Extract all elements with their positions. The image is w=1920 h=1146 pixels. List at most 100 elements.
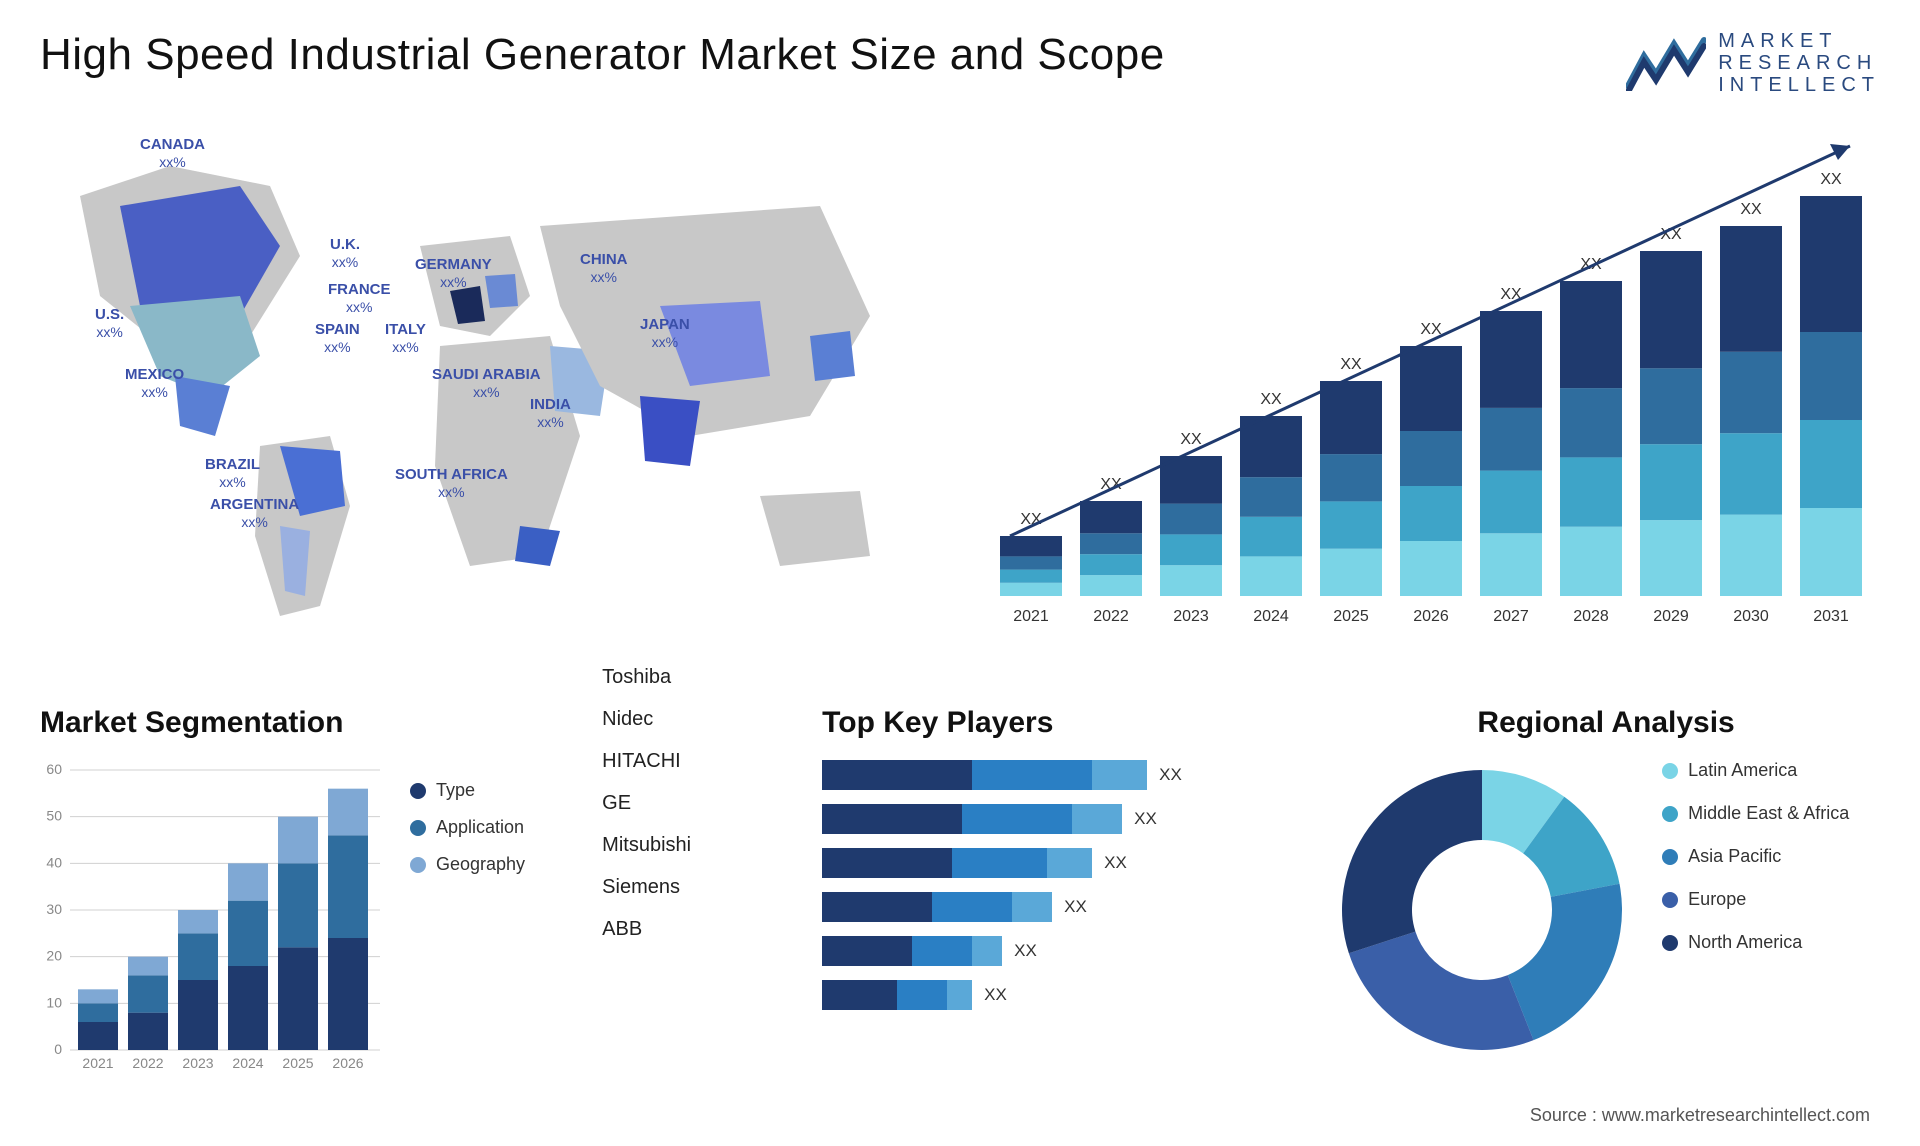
map-label-italy: ITALYxx% [385,321,426,356]
map-label-argentina: ARGENTINAxx% [210,496,299,531]
seg-ytick: 30 [46,901,62,917]
source-attribution: Source : www.marketresearchintellect.com [1530,1105,1870,1126]
player-bar-row: XX [822,936,1282,966]
seg-bar-seg [328,938,368,1050]
player-bar-seg [932,892,1012,922]
seg-bar-seg [328,789,368,836]
regional-legend-item: Middle East & Africa [1662,803,1849,824]
legend-dot-icon [1662,935,1678,951]
map-label-france: FRANCExx% [328,281,391,316]
player-bar-seg [897,980,947,1010]
map-label-u-k-: U.K.xx% [330,236,360,271]
growth-bar-seg [1400,431,1462,486]
donut-slice [1342,770,1482,953]
map-label-spain: SPAINxx% [315,321,360,356]
growth-year-label: 2024 [1253,608,1289,625]
legend-dot-icon [1662,763,1678,779]
growth-bar-seg [1400,346,1462,431]
player-bar-seg [947,980,972,1010]
map-label-japan: JAPANxx% [640,316,690,351]
growth-bar-seg [1560,457,1622,526]
growth-bar-seg [1560,388,1622,457]
legend-dot-icon [410,820,426,836]
map-label-china: CHINAxx% [580,251,628,286]
growth-year-label: 2025 [1333,608,1369,625]
player-bar-label: XX [1159,765,1182,785]
growth-bar-seg [1240,477,1302,517]
growth-year-label: 2021 [1013,608,1049,625]
seg-bar-seg [178,980,218,1050]
seg-legend-item: Type [410,780,525,801]
top-players-title: Top Key Players [822,706,1282,740]
growth-bar-seg [1800,420,1862,508]
growth-bar-seg [1720,515,1782,596]
growth-bar-label: XX [1740,201,1762,218]
seg-bar-seg [278,947,318,1050]
player-bar-seg [822,760,972,790]
growth-bar-seg [1080,533,1142,554]
seg-year-label: 2023 [182,1055,213,1071]
player-bar-label: XX [984,985,1007,1005]
growth-bar-seg [1640,251,1702,368]
player-name: Siemens [602,866,772,908]
player-bar-seg [822,804,962,834]
player-bar-seg [972,936,1002,966]
logo-line3: INTELLECT [1718,74,1880,96]
growth-bar-seg [1240,517,1302,557]
seg-bar-seg [78,989,118,1003]
growth-bar-seg [1720,433,1782,514]
player-bar-seg [1092,760,1147,790]
growth-bar-seg [1480,533,1542,596]
segmentation-legend: TypeApplicationGeography [410,760,525,1080]
growth-bar-label: XX [1180,431,1202,448]
growth-bar-seg [1640,520,1702,596]
growth-year-label: 2028 [1573,608,1609,625]
player-bar-seg [1072,804,1122,834]
player-bar-seg [962,804,1072,834]
growth-bar-seg [1640,444,1702,520]
player-bar-seg [972,760,1092,790]
map-label-india: INDIAxx% [530,396,571,431]
player-bar-seg [822,892,932,922]
legend-dot-icon [410,857,426,873]
growth-bar-seg [1720,352,1782,433]
legend-dot-icon [1662,806,1678,822]
player-bar-row: XX [822,804,1282,834]
map-label-mexico: MEXICOxx% [125,366,184,401]
player-bar-row: XX [822,980,1282,1010]
growth-bar-seg [1640,368,1702,444]
seg-year-label: 2021 [82,1055,113,1071]
player-name: Nidec [602,698,772,740]
seg-ytick: 20 [46,948,62,964]
seg-ytick: 40 [46,854,62,870]
player-bar-seg [822,936,912,966]
seg-ytick: 60 [46,761,62,777]
player-name: Mitsubishi [602,824,772,866]
growth-bar-seg [1320,381,1382,454]
growth-bar-seg [1480,471,1542,534]
player-bar-seg [912,936,972,966]
segmentation-svg: 0102030405060202120222023202420252026 [40,760,380,1080]
seg-year-label: 2025 [282,1055,313,1071]
player-bar-label: XX [1064,897,1087,917]
growth-year-label: 2027 [1493,608,1529,625]
growth-bar-seg [1080,501,1142,533]
regional-title: Regional Analysis [1332,706,1880,740]
growth-bar-seg [1320,501,1382,548]
seg-bar-seg [78,1022,118,1050]
growth-bar-seg [1400,486,1462,541]
legend-dot-icon [1662,849,1678,865]
growth-year-label: 2031 [1813,608,1849,625]
seg-bar-seg [178,910,218,933]
regional-legend: Latin AmericaMiddle East & AfricaAsia Pa… [1662,760,1849,975]
growth-bar-seg [1000,536,1062,556]
player-bar-row: XX [822,760,1282,790]
player-name: ABB [602,908,772,950]
growth-bar-seg [1320,549,1382,596]
seg-ytick: 0 [54,1041,62,1057]
growth-year-label: 2023 [1173,608,1209,625]
player-bar-seg [822,980,897,1010]
growth-year-label: 2022 [1093,608,1129,625]
growth-bar-label: XX [1820,171,1842,188]
regional-donut [1332,760,1632,1060]
